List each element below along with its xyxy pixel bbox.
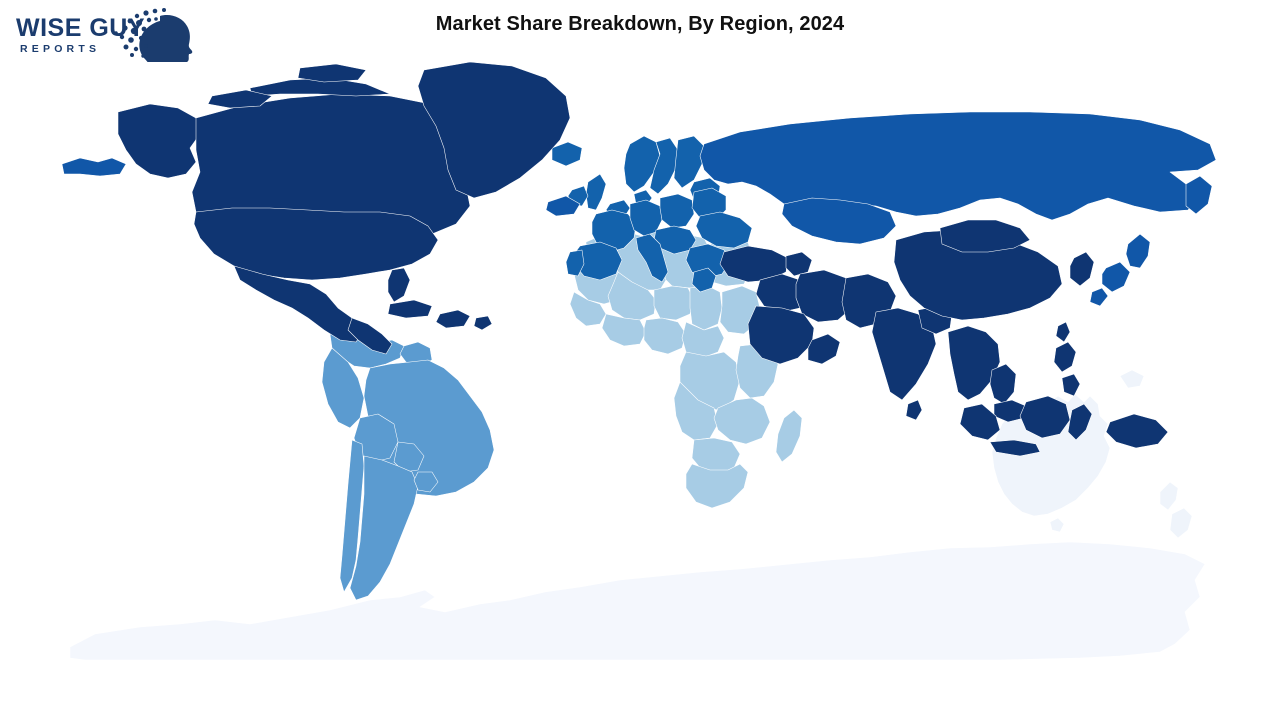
logo-wordmark-secondary: REPORTS <box>20 43 100 55</box>
region-russia[interactable] <box>700 112 1216 306</box>
region-africa[interactable] <box>570 230 810 508</box>
region-south-america[interactable] <box>322 330 494 600</box>
page-title: Market Share Breakdown, By Region, 2024 <box>435 13 845 35</box>
region-north-america[interactable] <box>62 62 580 354</box>
wise-guy-reports-logo[interactable]: WISE GUY REPORTS <box>10 6 210 62</box>
world-map-chart[interactable] <box>0 52 1280 720</box>
head-network-icon <box>114 8 193 62</box>
region-asia-middle-east[interactable] <box>720 220 1168 456</box>
region-europe[interactable] <box>552 136 752 292</box>
choropleth-world-map[interactable] <box>0 52 1280 720</box>
logo-mark-icon: WISE GUY REPORTS <box>16 8 193 62</box>
region-antarctica[interactable] <box>70 542 1205 660</box>
